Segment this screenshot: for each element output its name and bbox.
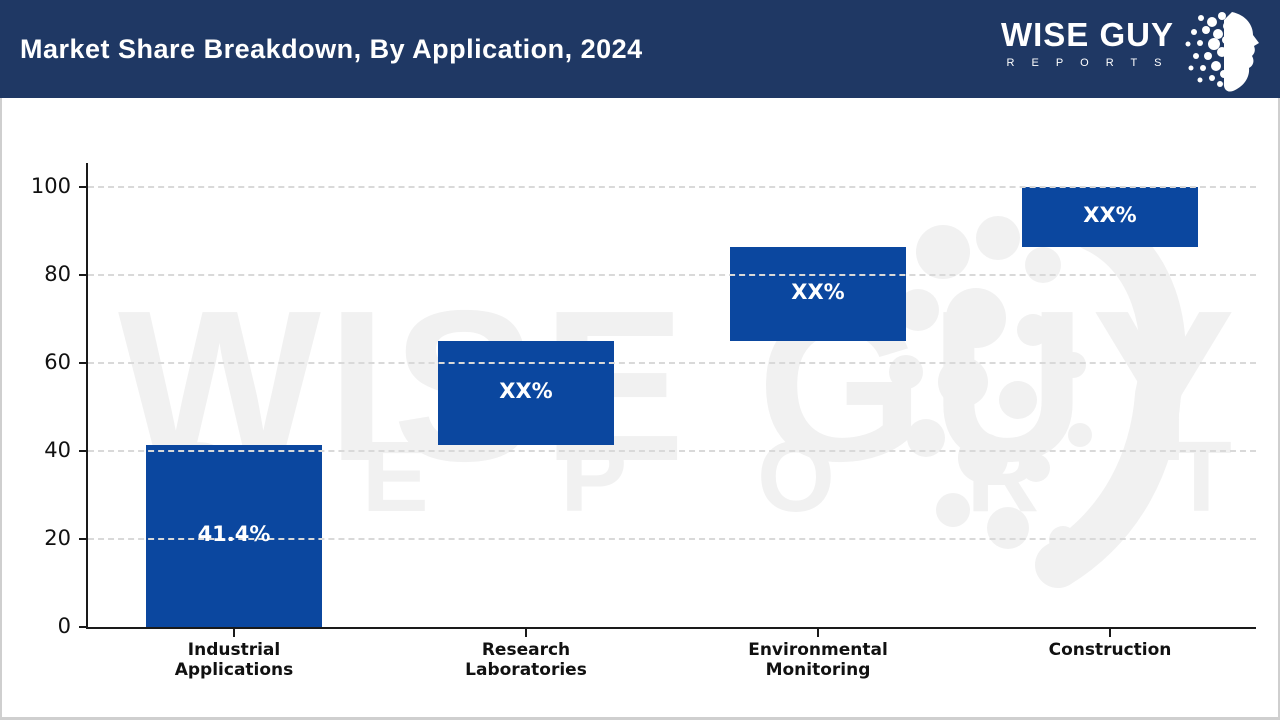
y-tick-60	[79, 362, 87, 364]
bar-value-label: 41.4%	[197, 521, 271, 546]
y-axis-spine	[86, 163, 88, 629]
bar-industrial-applications	[146, 444, 322, 627]
dotted-head-profile-icon	[1185, 12, 1259, 92]
x-tick	[817, 629, 819, 637]
logo-text: WISE GUY R E P O R T S	[1001, 16, 1174, 69]
header-band: Market Share Breakdown, By Application, …	[0, 0, 1280, 98]
bar-research-laboratories	[438, 341, 614, 445]
gridline-40	[88, 450, 1256, 452]
x-tick	[233, 629, 235, 637]
bar-environmental-monitoring	[730, 246, 906, 341]
gridline-100	[88, 186, 1256, 188]
bar-value-label: XX%	[1083, 202, 1137, 227]
y-tick-label-0: 0	[57, 614, 71, 638]
x-tick	[1109, 629, 1111, 637]
gridline-60	[88, 362, 1256, 364]
y-tick-label-20: 20	[44, 526, 71, 550]
category-label: Research Laboratories	[465, 640, 587, 680]
y-tick-label-40: 40	[44, 438, 71, 462]
y-tick-80	[79, 274, 87, 276]
gridline-80	[88, 274, 1256, 276]
y-tick-label-80: 80	[44, 262, 71, 286]
wise-guy-reports-logo: WISE GUY R E P O R T S	[1001, 10, 1262, 92]
x-axis-spine	[86, 627, 1256, 629]
gridline-20	[88, 538, 1256, 540]
x-tick	[525, 629, 527, 637]
y-tick-label-100: 100	[30, 174, 71, 198]
y-tick-100	[79, 186, 87, 188]
y-tick-20	[79, 538, 87, 540]
bar-value-label: XX%	[791, 279, 845, 304]
category-label: Industrial Applications	[174, 640, 294, 680]
bar-value-label: XX%	[499, 378, 553, 403]
bar-construction	[1022, 187, 1198, 247]
y-tick-40	[79, 450, 87, 452]
y-tick-0	[79, 626, 87, 628]
y-tick-label-60: 60	[44, 350, 71, 374]
category-label: Environmental Monitoring	[748, 640, 888, 680]
chart-title: Market Share Breakdown, By Application, …	[20, 34, 643, 64]
category-label: Construction	[1048, 640, 1172, 660]
logo-wordmark: WISE GUY	[1000, 16, 1174, 53]
logo-subtext: R E P O R T S	[1006, 57, 1169, 69]
body-frame-border	[0, 98, 1280, 720]
